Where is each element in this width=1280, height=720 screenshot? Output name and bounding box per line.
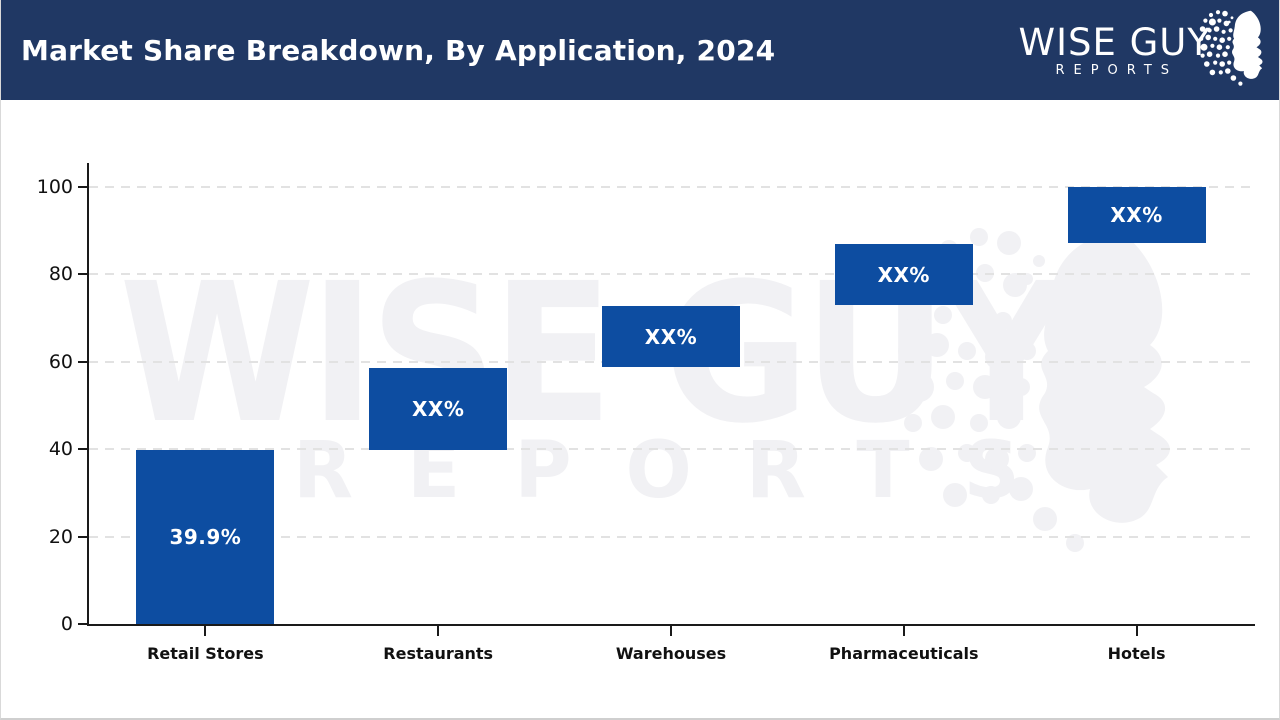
x-tick-mark <box>670 626 672 636</box>
category-label-pharmaceuticals: Pharmaceuticals <box>829 644 979 663</box>
logo-subtext: REPORTS <box>1055 62 1179 78</box>
logo-wordmark: WISE GUY <box>1018 20 1211 64</box>
logo-text: WISE GUY REPORTS <box>1019 24 1211 77</box>
x-tick-mark <box>902 626 905 636</box>
y-tick-mark <box>78 448 89 451</box>
chart-area: WISE GUY REPORTS 0 20 40 60 80 100 Retail Stor… <box>1 100 1280 720</box>
x-tick-mark <box>1135 626 1138 636</box>
face-dots-icon <box>1199 10 1263 86</box>
category-label-hotels: Hotels <box>1107 644 1166 663</box>
x-axis-spine <box>87 624 1255 626</box>
plot: 0 20 40 60 80 100 Retail Stores Restaurants Ware… <box>1 100 1280 720</box>
y-tick-label: 80 <box>48 263 73 286</box>
y-tick-mark <box>78 535 89 538</box>
y-tick-mark <box>78 360 89 363</box>
bar-hotels: XX% <box>1067 187 1206 244</box>
x-tick-mark <box>437 626 440 636</box>
bar-value-label: XX% <box>877 262 930 287</box>
y-tick-label: 60 <box>48 350 73 373</box>
category-label-warehouses: Warehouses <box>615 644 727 663</box>
y-tick-mark <box>78 273 89 276</box>
gridline-y100 <box>89 186 1253 188</box>
bar-pharmaceuticals: XX% <box>834 244 973 305</box>
category-label-retail-stores: Retail Stores <box>147 644 264 663</box>
gridline-y20 <box>89 535 1253 538</box>
gridline-y80 <box>89 273 1253 276</box>
bar-restaurants: XX% <box>369 368 508 450</box>
y-tick-label: 20 <box>48 525 73 548</box>
bar-value-label: 39.9% <box>169 524 242 549</box>
category-label-restaurants: Restaurants <box>383 644 494 663</box>
y-tick-mark <box>78 186 89 188</box>
bar-value-label: XX% <box>644 324 698 349</box>
y-tick-label: 0 <box>60 613 73 635</box>
page-title: Market Share Breakdown, By Application, … <box>21 33 776 67</box>
y-axis-spine <box>87 162 89 626</box>
y-tick-mark <box>78 623 89 625</box>
bar-warehouses: XX% <box>602 305 740 368</box>
y-tick-label: 40 <box>48 438 73 461</box>
bar-value-label: XX% <box>1110 203 1163 228</box>
bar-retail-stores: 39.9% <box>136 449 275 624</box>
wiseguy-logo: WISE GUY REPORTS <box>1019 8 1267 92</box>
bar-value-label: XX% <box>411 396 465 421</box>
gridline-y40 <box>89 448 1253 451</box>
header: Market Share Breakdown, By Application, … <box>1 0 1279 100</box>
y-tick-label: 100 <box>36 176 73 198</box>
x-tick-mark <box>204 626 207 636</box>
